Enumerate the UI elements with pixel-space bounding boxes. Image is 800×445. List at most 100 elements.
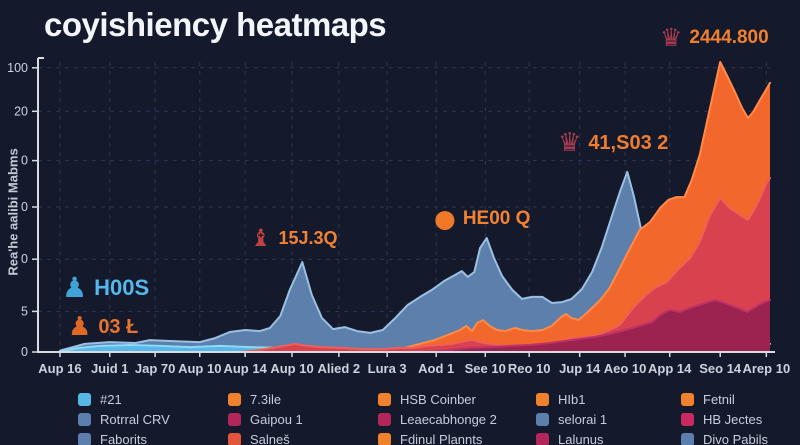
series-gaipou-1 [429, 299, 771, 353]
legend-label: 7.3ile [250, 391, 282, 407]
legend-label: HSB Coinber [400, 391, 476, 407]
legend-item: Lalunus [536, 429, 607, 445]
x-tick-label: Aod 1 [418, 361, 454, 376]
legend-label: HIb1 [558, 391, 586, 407]
bomb-icon: ● [434, 204, 456, 233]
annotation-value: 15J.3Q [278, 228, 338, 248]
legend-item: HIb1 [536, 389, 607, 409]
y-tick-label: 5 [21, 304, 28, 318]
legend-label: HB Jectes [703, 411, 763, 427]
legend-label: Fetnil [703, 391, 735, 407]
legend-item: HSB Coinber [378, 389, 497, 409]
page-title: coyishiency heatmaps [44, 6, 387, 43]
y-tick-label: 0 [21, 154, 28, 168]
legend-label: selorai 1 [558, 411, 608, 427]
legend-item: HB Jectes [681, 409, 768, 429]
legend-item: Divo Pabils [681, 429, 768, 445]
annotation-15j3q: ♝ 15J.3Q [250, 226, 338, 250]
x-tick-label: Arep 10 [742, 361, 790, 376]
legend-label: Rotrral CRV [100, 411, 170, 427]
legend-swatch [228, 412, 241, 426]
annotation-value: 41,S03 2 [588, 132, 669, 154]
legend-swatch [378, 392, 391, 406]
annotation-03-l: ♟ 03 Ł [68, 314, 138, 340]
annotation-value: 03 Ł [98, 316, 139, 338]
x-tick-label: Seo 14 [699, 361, 742, 376]
x-tick-label: Aup 14 [223, 361, 267, 376]
x-tick-label: Lura 3 [368, 361, 407, 376]
area-fill [430, 300, 770, 352]
legend-swatch [536, 432, 549, 445]
annotation-value: 2444.800 [689, 27, 769, 48]
y-tick-label: 0 [21, 200, 28, 214]
x-tick-label: Aup 16 [38, 361, 81, 376]
annotation-h00s: ♟ H00S [62, 274, 149, 302]
legend-label: Lalunus [558, 431, 604, 445]
legend-column: HIb1 selorai 1 Lalunus [536, 389, 607, 445]
legend-swatch [78, 432, 91, 445]
y-tick-label: 0 [21, 345, 28, 359]
y-tick-label: 20 [14, 104, 28, 118]
legend-item: 7.3ile [228, 389, 303, 409]
legend-label: Fdinul Plannts [400, 431, 483, 445]
person-icon: ♟ [62, 271, 88, 304]
crest-icon: ♛ [660, 23, 683, 52]
legend-column: 7.3ile Gaipou 1 Salneš [228, 389, 303, 445]
legend-item: #21 [78, 389, 170, 409]
x-tick-label: App 14 [648, 361, 692, 376]
area-fill [240, 178, 770, 352]
legend-item: Faborits [78, 429, 170, 445]
legend-item: Fetnil [681, 389, 768, 409]
legend-label: Leaecabhonge 2 [400, 411, 497, 427]
legend-swatch [536, 412, 549, 426]
x-tick-label: Aeo 10 [604, 361, 647, 376]
legend-label: Gaipou 1 [250, 411, 303, 427]
legend-swatch [536, 392, 549, 406]
legend-item: Leaecabhonge 2 [378, 409, 497, 429]
legend-label: Faborits [100, 431, 147, 445]
legend-item: Salneš [228, 429, 303, 445]
annotation-41s032: ♛ 41,S03 2 [558, 130, 668, 156]
legend-label: Divo Pabils [703, 431, 769, 445]
legend-swatch [228, 392, 241, 406]
legend-item: Gaipou 1 [228, 409, 303, 429]
annotation-value: H00S [94, 275, 150, 300]
legend-swatch [681, 392, 694, 406]
y-axis-title: Rea'he aalibi Mabms [5, 148, 21, 276]
x-tick-label: Alied 2 [318, 361, 361, 376]
legend-column: Fetnil HB Jectes Divo Pabils [681, 389, 768, 445]
x-tick-label: Aup 10 [270, 361, 313, 376]
area-outline [429, 299, 771, 353]
legend-item: Rotrral CRV [78, 409, 170, 429]
annotation-2444800: ♛ 2444.800 [660, 25, 769, 50]
legend-label: Salneš [250, 431, 290, 445]
x-tick-label: See 10 [465, 361, 506, 376]
y-tick-label: 100 [7, 61, 28, 75]
legend-item: selorai 1 [536, 409, 607, 429]
legend-swatch [378, 432, 391, 445]
x-tick-label: Jup 14 [559, 361, 601, 376]
legend-label: #21 [100, 391, 122, 407]
person-icon: ♟ [68, 312, 92, 342]
legend-column: #21 Rotrral CRV Faborits [78, 389, 170, 445]
legend-column: HSB Coinber Leaecabhonge 2 Fdinul Plannts [378, 389, 497, 445]
crest-icon: ♛ [558, 128, 582, 158]
annotation-value: HE00 Q [462, 208, 531, 229]
legend-item: Fdinul Plannts [378, 429, 497, 445]
legend-swatch [78, 412, 91, 426]
legend-swatch [78, 392, 91, 406]
x-tick-label: Aup 10 [178, 361, 221, 376]
area-outline [389, 61, 771, 353]
annotation-he00q: ● HE00 Q [434, 206, 530, 231]
x-tick-label: Reo 10 [508, 361, 551, 376]
legend-swatch [681, 432, 694, 445]
y-tick-label: 0 [21, 252, 28, 266]
x-tick-label: Juid 1 [91, 361, 129, 376]
legend-swatch [378, 412, 391, 426]
legend-swatch [681, 412, 694, 426]
legend-swatch [228, 432, 241, 445]
trophy-icon: ♝ [250, 224, 272, 252]
